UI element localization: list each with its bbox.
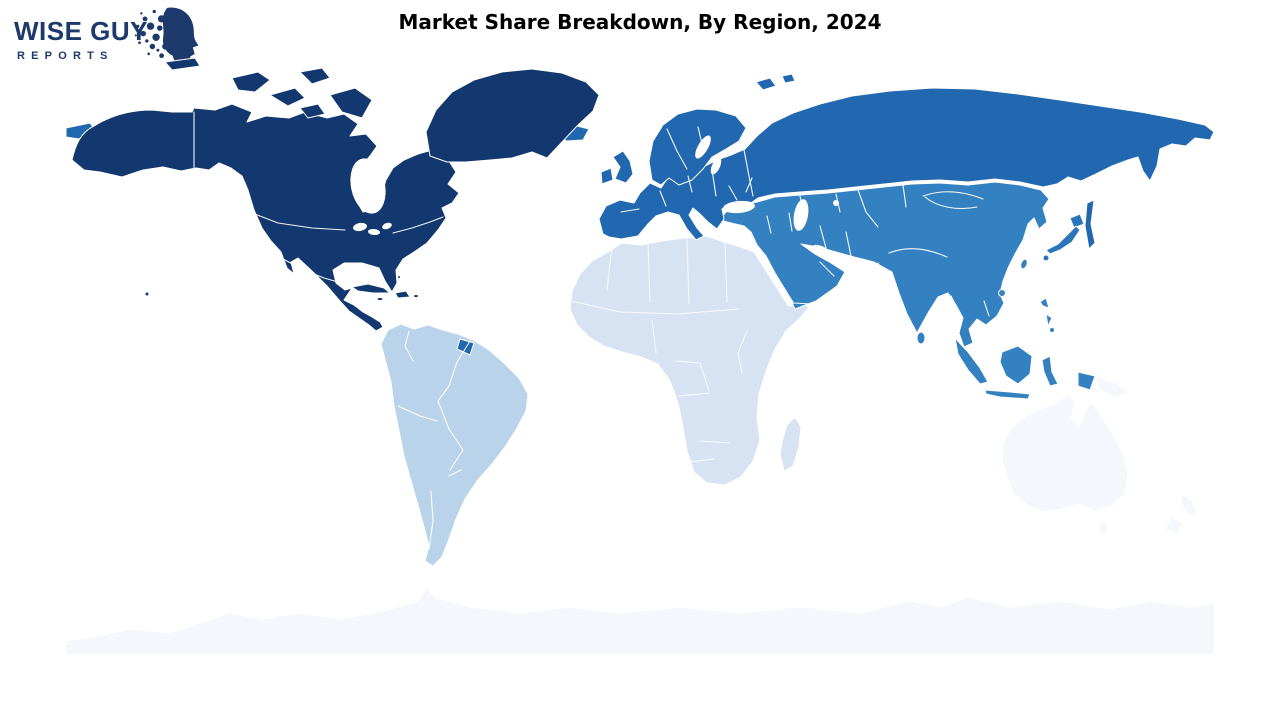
island-tasmania bbox=[1097, 521, 1109, 535]
island-new-zealand-south bbox=[1164, 516, 1184, 535]
island-borneo bbox=[999, 345, 1033, 385]
island-ireland bbox=[600, 167, 614, 185]
arctic-island-1 bbox=[231, 71, 271, 93]
caspian-sea bbox=[793, 199, 809, 231]
island-kyushu bbox=[1042, 254, 1050, 262]
island-sri-lanka bbox=[916, 331, 926, 345]
landmass-africa bbox=[569, 235, 810, 486]
great-lake-michigan-huron bbox=[368, 228, 380, 236]
country-borders bbox=[193, 111, 990, 550]
arctic-island-baffin bbox=[329, 87, 373, 119]
great-lake-ontario-erie bbox=[382, 222, 392, 230]
landmass-antarctica bbox=[64, 587, 1216, 656]
wise-guy-reports-logo: WISE GUY REPORTS bbox=[12, 6, 222, 70]
landmass-australia bbox=[1001, 393, 1129, 513]
island-hainan bbox=[998, 289, 1006, 297]
island-cuba bbox=[351, 283, 391, 294]
island-taiwan bbox=[1020, 258, 1028, 270]
island-philippines-visayas bbox=[1045, 313, 1053, 327]
logo-graphic: WISE GUY REPORTS bbox=[14, 7, 199, 65]
island-hokkaido bbox=[1069, 213, 1085, 229]
logo-line1: WISE GUY bbox=[14, 16, 148, 46]
island-hawaii bbox=[144, 291, 150, 297]
island-madagascar bbox=[779, 416, 802, 472]
africa-borders bbox=[570, 238, 748, 463]
island-honshu bbox=[1045, 225, 1081, 255]
chart-title: Market Share Breakdown, By Region, 2024 bbox=[398, 10, 882, 34]
logo-dots bbox=[134, 9, 179, 59]
great-lake-superior bbox=[353, 222, 367, 232]
red-sea bbox=[753, 247, 794, 307]
landmass-europe-russia bbox=[598, 87, 1215, 241]
island-sakhalin bbox=[1084, 199, 1096, 250]
island-philippines-luzon bbox=[1039, 297, 1050, 309]
island-franz-josef bbox=[781, 73, 796, 84]
arctic-island-2 bbox=[269, 87, 306, 107]
island-west-papua bbox=[1077, 371, 1096, 391]
water-bodies bbox=[350, 135, 839, 307]
baltic-sea bbox=[710, 157, 722, 175]
arctic-island-5 bbox=[164, 57, 201, 71]
persian-gulf bbox=[813, 244, 833, 258]
island-mindanao bbox=[1049, 327, 1055, 333]
dotted-head-icon bbox=[134, 7, 199, 65]
island-new-zealand-north bbox=[1180, 493, 1198, 516]
island-puerto-rico bbox=[413, 294, 419, 298]
island-papua-new-guinea bbox=[1095, 376, 1130, 398]
island-jamaica bbox=[376, 297, 384, 301]
island-greenland bbox=[425, 68, 600, 163]
arctic-island-3 bbox=[299, 67, 331, 85]
black-sea bbox=[723, 200, 755, 214]
island-sumatra bbox=[954, 337, 989, 385]
landmass-south-america bbox=[380, 323, 529, 567]
hudson-bay bbox=[350, 158, 386, 214]
island-svalbard bbox=[755, 77, 777, 91]
arctic-island-4 bbox=[299, 103, 326, 119]
island-great-britain bbox=[612, 150, 634, 184]
island-java bbox=[984, 389, 1031, 400]
logo-line2: REPORTS bbox=[17, 50, 114, 62]
landmasses bbox=[64, 57, 1216, 656]
island-sulawesi bbox=[1041, 355, 1059, 387]
island-hispaniola bbox=[394, 290, 411, 299]
island-bahamas bbox=[397, 275, 401, 279]
